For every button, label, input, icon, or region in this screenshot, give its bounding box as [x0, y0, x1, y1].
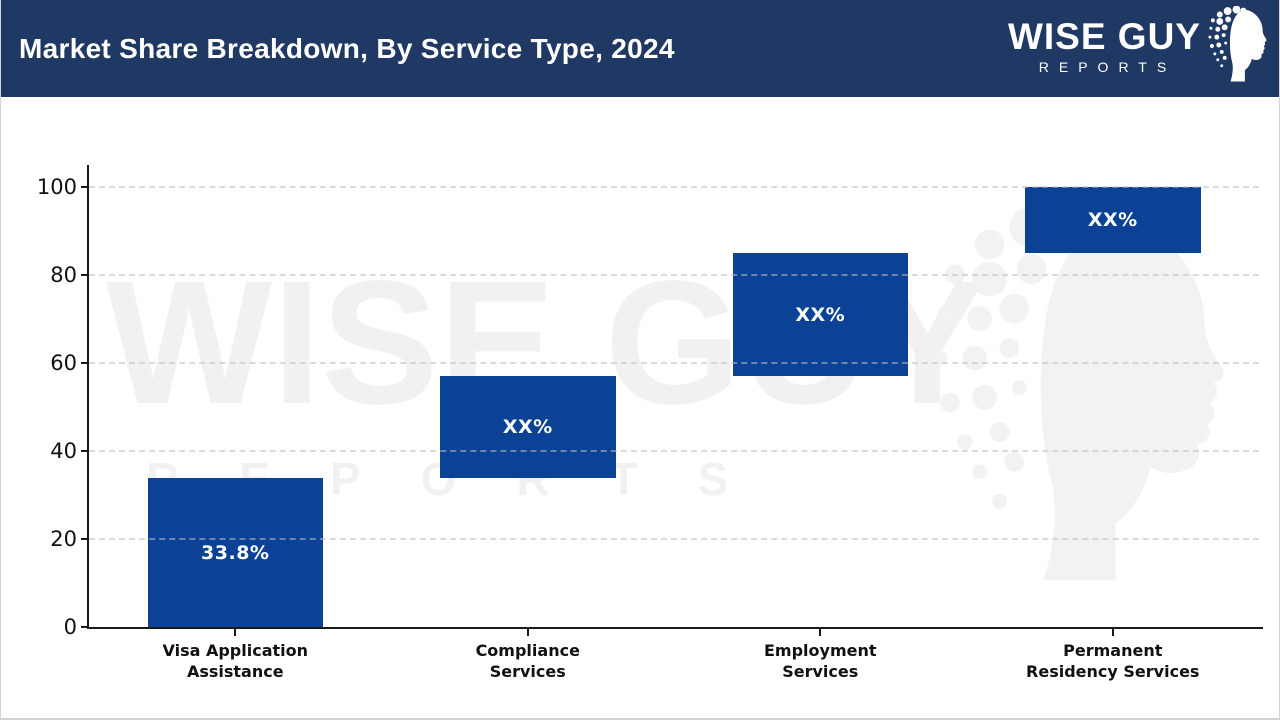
x-category-label-line: Services	[782, 662, 859, 681]
x-category-label-3: Permanent Residency Services	[983, 640, 1243, 682]
y-tick-label-0: 0	[63, 615, 77, 639]
bar-value-label-2: XX%	[795, 303, 846, 326]
y-axis-line	[87, 165, 89, 629]
y-tickmark-0	[81, 626, 89, 628]
y-tick-label-100: 100	[36, 175, 77, 199]
x-category-label-line: Employment	[763, 641, 877, 660]
gridline-80	[89, 274, 1259, 276]
x-category-label-line: Visa Application	[162, 641, 309, 660]
y-tick-label-20: 20	[50, 527, 77, 551]
wise-guy-reports-logo: WISE GUY REPORTS	[1008, 6, 1269, 86]
x-category-label-line: Assistance	[186, 662, 284, 681]
bar-value-label-0: 33.8%	[201, 541, 270, 564]
wise-guy-face-icon	[1205, 6, 1269, 86]
x-tick-2	[819, 627, 822, 636]
bar-0: 33.8%	[147, 478, 323, 627]
gridline-100	[89, 186, 1259, 188]
y-tickmark-80	[81, 274, 89, 276]
logo-text-line2: REPORTS	[1038, 59, 1177, 75]
y-tick-label-80: 80	[50, 263, 77, 287]
y-tick-label-40: 40	[50, 439, 77, 463]
y-tickmark-40	[81, 450, 89, 452]
x-category-label-line: Compliance	[475, 641, 580, 660]
bar-3: XX%	[1025, 187, 1201, 253]
gridline-60	[89, 362, 1259, 364]
x-category-label-0: Visa Application Assistance	[105, 640, 365, 682]
gridline-20	[89, 538, 1259, 540]
bar-value-label-1: XX%	[502, 416, 553, 439]
bar-1: XX%	[440, 376, 616, 479]
bar-2: XX%	[732, 253, 908, 377]
x-tick-1	[526, 627, 529, 636]
x-tick-0	[234, 627, 237, 636]
bar-value-label-3: XX%	[1087, 209, 1138, 231]
logo-text-line1: WISE GUY	[1007, 16, 1201, 57]
logo-text: WISE GUY REPORTS	[1007, 16, 1201, 76]
x-tick-3	[1111, 627, 1114, 636]
chart-title: Market Share Breakdown, By Service Type,…	[19, 33, 675, 64]
y-tickmark-100	[81, 186, 89, 188]
x-category-label-2: Employment Services	[690, 640, 950, 682]
x-category-label-1: Compliance Services	[398, 640, 658, 682]
x-category-label-line: Services	[489, 662, 566, 681]
x-category-label-line: Permanent	[1063, 641, 1163, 660]
header-bar: Market Share Breakdown, By Service Type,…	[1, 0, 1279, 97]
y-tick-label-60: 60	[50, 351, 77, 375]
y-tickmark-60	[81, 362, 89, 364]
y-tickmark-20	[81, 538, 89, 540]
gridline-40	[89, 450, 1259, 452]
x-category-label-line: Residency Services	[1026, 662, 1200, 681]
x-axis-line	[87, 627, 1263, 629]
